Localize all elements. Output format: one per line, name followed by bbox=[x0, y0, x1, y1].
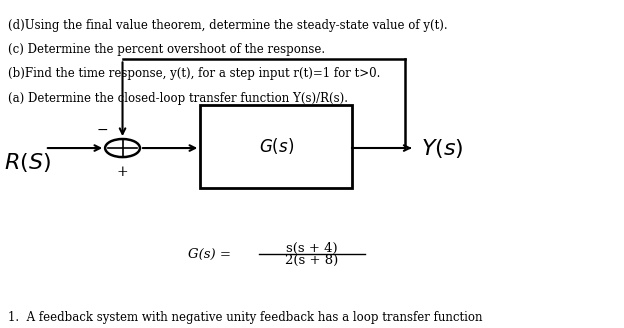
Text: (b)Find the time response, y(t), for a step input r(t)=1 for t>0.: (b)Find the time response, y(t), for a s… bbox=[7, 68, 380, 80]
Text: (c) Determine the percent overshoot of the response.: (c) Determine the percent overshoot of t… bbox=[7, 43, 324, 56]
Text: $G(s)$: $G(s)$ bbox=[259, 136, 294, 156]
Text: G(s) =: G(s) = bbox=[188, 248, 231, 261]
Text: $\mathit{Y(s)}$: $\mathit{Y(s)}$ bbox=[421, 136, 463, 159]
Text: −: − bbox=[97, 123, 109, 137]
Text: 2(s + 8): 2(s + 8) bbox=[285, 254, 339, 267]
Text: (d)Using the final value theorem, determine the steady-state value of y(t).: (d)Using the final value theorem, determ… bbox=[7, 19, 447, 32]
Text: 1.  A feedback system with negative unity feedback has a loop transfer function: 1. A feedback system with negative unity… bbox=[7, 311, 482, 324]
Text: $\mathit{R}$$\mathit{(S)}$: $\mathit{R}$$\mathit{(S)}$ bbox=[4, 151, 52, 174]
Text: (a) Determine the closed-loop transfer function Y(s)/R(s).: (a) Determine the closed-loop transfer f… bbox=[7, 92, 348, 105]
Text: s(s + 4): s(s + 4) bbox=[286, 241, 338, 255]
Text: +: + bbox=[117, 165, 129, 179]
